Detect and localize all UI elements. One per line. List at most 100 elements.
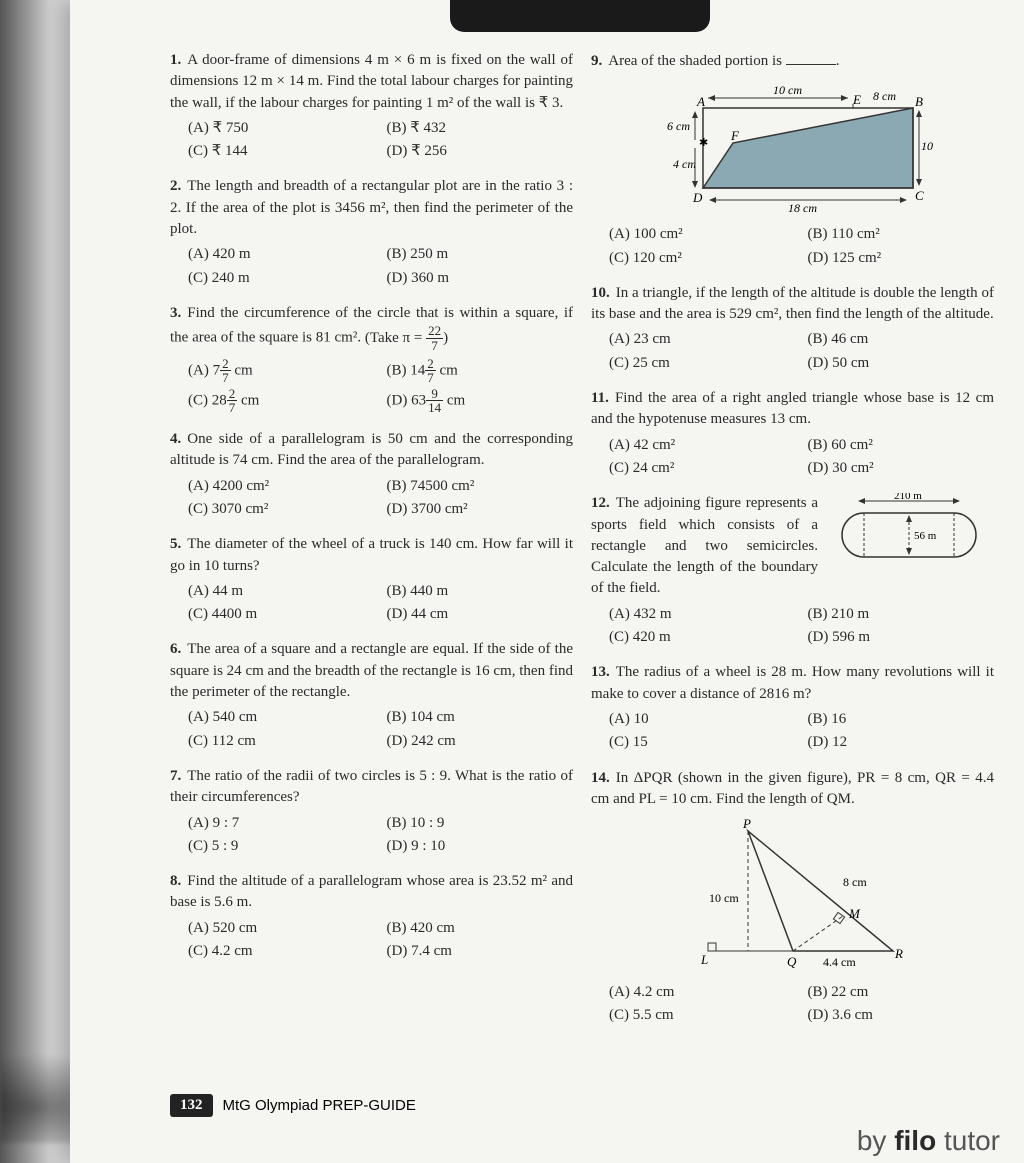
page: 1.A door-frame of dimensions 4 m × 6 m i… — [70, 0, 1024, 1163]
option-b: (B) 16 — [808, 709, 995, 730]
svg-text:210 m: 210 m — [894, 493, 922, 502]
filo-suffix: tutor — [936, 1125, 1000, 1156]
option-b: (B) 110 cm² — [808, 224, 995, 245]
question-number: 5. — [170, 536, 181, 552]
question-3: 3.Find the circumference of the circle t… — [170, 303, 573, 415]
question-10: 10.In a triangle, if the length of the a… — [591, 283, 994, 374]
q9-svg: 10 cm 8 cm 6 cm 4 cm ✱ 10 cm — [653, 78, 933, 218]
svg-text:10 cm: 10 cm — [773, 83, 802, 97]
option-c: (C) 24 cm² — [609, 458, 796, 479]
question-text: 2.The length and breadth of a rectangula… — [170, 176, 573, 240]
question-body-b: . — [836, 53, 840, 69]
option-a: (A) 23 cm — [609, 329, 796, 350]
option-d: (D) 3700 cm² — [387, 499, 574, 520]
options: (A) 42 cm² (B) 60 cm² (C) 24 cm² (D) 30 … — [591, 435, 994, 480]
svg-text:Q: Q — [787, 954, 797, 969]
options: (A) 520 cm (B) 420 cm (C) 4.2 cm (D) 7.4… — [170, 918, 573, 963]
options: (A) 100 cm² (B) 110 cm² (C) 120 cm² (D) … — [591, 224, 994, 269]
options: (A) 540 cm (B) 104 cm (C) 112 cm (D) 242… — [170, 707, 573, 752]
option-a: (A) 540 cm — [188, 707, 375, 728]
option-a: (A) 100 cm² — [609, 224, 796, 245]
option-d: (D) 125 cm² — [808, 248, 995, 269]
option-c: (C) 5 : 9 — [188, 836, 375, 857]
question-number: 8. — [170, 873, 181, 889]
option-c: (C) 3070 cm² — [188, 499, 375, 520]
question-text: 9.Area of the shaded portion is . — [591, 50, 994, 72]
svg-text:P: P — [742, 816, 751, 831]
svg-text:10 cm: 10 cm — [921, 139, 933, 153]
svg-text:M: M — [848, 906, 861, 921]
question-body: The adjoining figure represents a sports… — [591, 495, 818, 596]
svg-text:C: C — [915, 188, 924, 203]
question-text: 13.The radius of a wheel is 28 m. How ma… — [591, 662, 994, 705]
svg-text:4.4 cm: 4.4 cm — [823, 955, 856, 969]
options: (A) 10 (B) 16 (C) 15 (D) 12 — [591, 709, 994, 754]
option-d: (D) 596 m — [808, 627, 995, 648]
question-11: 11.Find the area of a right angled trian… — [591, 388, 994, 479]
option-b: (B) 46 cm — [808, 329, 995, 350]
svg-text:L: L — [700, 952, 708, 967]
option-c: (C) 2827 cm — [188, 387, 375, 415]
option-c: (C) ₹ 144 — [188, 141, 375, 162]
svg-text:D: D — [692, 190, 703, 205]
option-b: (B) 104 cm — [387, 707, 574, 728]
question-body: The ratio of the radii of two circles is… — [170, 768, 573, 805]
option-b: (B) 1427 cm — [387, 357, 574, 385]
option-c: (C) 15 — [609, 732, 796, 753]
filo-prefix: by — [857, 1125, 894, 1156]
option-d: (D) 12 — [808, 732, 995, 753]
header-tab — [450, 0, 710, 32]
option-a: (A) ₹ 750 — [188, 118, 375, 139]
svg-text:56 m: 56 m — [914, 530, 937, 542]
question-number: 1. — [170, 52, 181, 68]
options: (A) ₹ 750 (B) ₹ 432 (C) ₹ 144 (D) ₹ 256 — [170, 118, 573, 163]
option-d: (D) 44 cm — [387, 604, 574, 625]
option-d: (D) 9 : 10 — [387, 836, 574, 857]
question-4: 4.One side of a parallelogram is 50 cm a… — [170, 429, 573, 520]
option-c: (C) 5.5 cm — [609, 1005, 796, 1026]
svg-text:6 cm: 6 cm — [667, 119, 690, 133]
option-d: (D) 242 cm — [387, 731, 574, 752]
options: (A) 23 cm (B) 46 cm (C) 25 cm (D) 50 cm — [591, 329, 994, 374]
svg-text:10 cm: 10 cm — [709, 891, 739, 905]
option-a: (A) 727 cm — [188, 357, 375, 385]
question-text: 5.The diameter of the wheel of a truck i… — [170, 534, 573, 577]
question-text: 4.One side of a parallelogram is 50 cm a… — [170, 429, 573, 472]
question-5: 5.The diameter of the wheel of a truck i… — [170, 534, 573, 625]
question-12: 210 m 56 m 12.The adjoining figure repre… — [591, 493, 994, 648]
left-column: 1.A door-frame of dimensions 4 m × 6 m i… — [170, 50, 573, 1041]
option-c: (C) 120 cm² — [609, 248, 796, 269]
question-body: The area of a square and a rectangle are… — [170, 641, 573, 700]
question-2: 2.The length and breadth of a rectangula… — [170, 176, 573, 288]
options: (A) 44 m (B) 440 m (C) 4400 m (D) 44 cm — [170, 581, 573, 626]
q9-figure: 10 cm 8 cm 6 cm 4 cm ✱ 10 cm — [591, 78, 994, 218]
option-b: (B) 210 m — [808, 604, 995, 625]
filo-watermark: by filo tutor — [857, 1125, 1000, 1157]
option-c: (C) 4400 m — [188, 604, 375, 625]
question-13: 13.The radius of a wheel is 28 m. How ma… — [591, 662, 994, 753]
option-c: (C) 112 cm — [188, 731, 375, 752]
question-number: 3. — [170, 305, 181, 321]
question-body: The length and breadth of a rectangular … — [170, 178, 573, 237]
question-body: One side of a parallelogram is 50 cm and… — [170, 431, 573, 468]
question-body: In a triangle, if the length of the alti… — [591, 285, 994, 322]
svg-text:A: A — [696, 94, 705, 109]
options: (A) 4.2 cm (B) 22 cm (C) 5.5 cm (D) 3.6 … — [591, 982, 994, 1027]
svg-text:✱: ✱ — [699, 137, 708, 149]
question-body: Find the area of a right angled triangle… — [591, 390, 994, 427]
svg-text:18 cm: 18 cm — [788, 201, 817, 215]
question-number: 11. — [591, 390, 609, 406]
option-b: (B) 250 m — [387, 244, 574, 265]
pi-fraction: 227 — [426, 324, 443, 352]
question-text: 3.Find the circumference of the circle t… — [170, 303, 573, 353]
q12-figure: 210 m 56 m — [824, 493, 994, 563]
option-a: (A) 10 — [609, 709, 796, 730]
question-number: 4. — [170, 431, 181, 447]
question-number: 7. — [170, 768, 181, 784]
option-a: (A) 9 : 7 — [188, 813, 375, 834]
options: (A) 727 cm (B) 1427 cm (C) 2827 cm (D) 6… — [170, 357, 573, 416]
option-d: (D) 7.4 cm — [387, 941, 574, 962]
page-binding — [0, 0, 70, 1163]
q14-figure: P Q R L M 8 cm 10 cm 4.4 cm — [591, 816, 994, 976]
option-b: (B) 22 cm — [808, 982, 995, 1003]
